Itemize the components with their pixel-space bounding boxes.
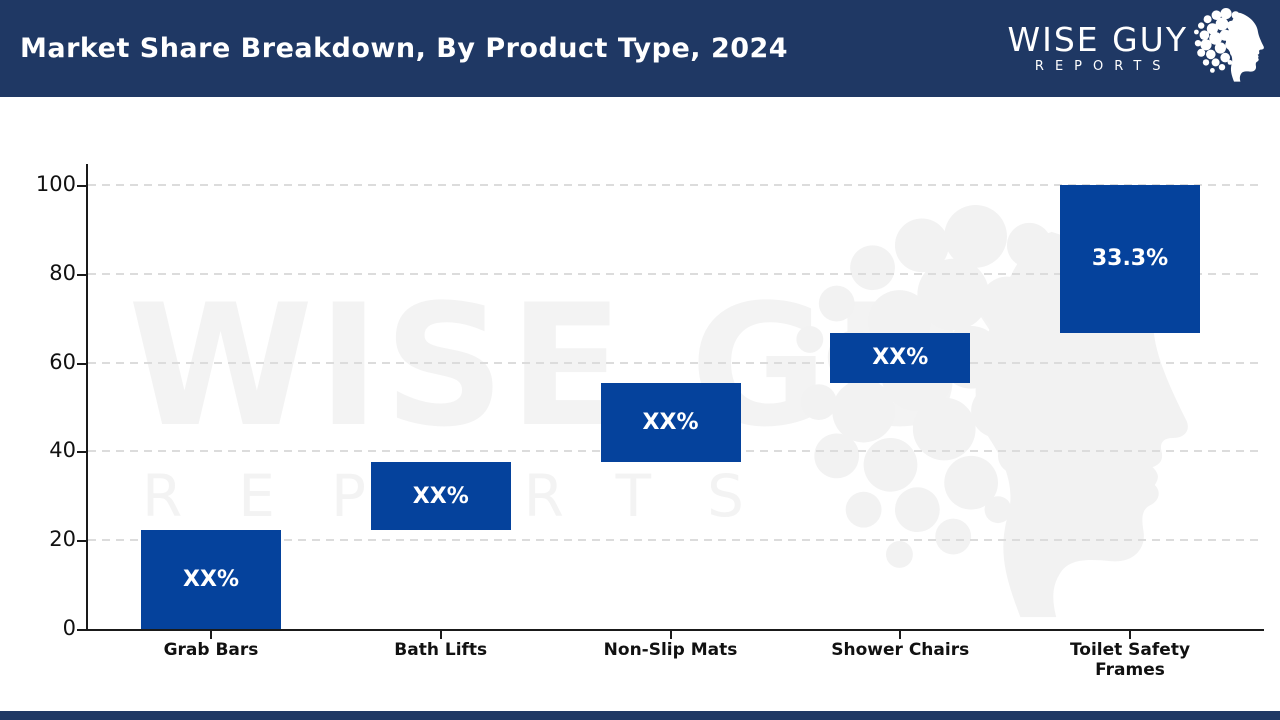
bar-value-label: XX% xyxy=(642,410,699,436)
y-axis xyxy=(86,164,88,631)
x-category-label-bath-lifts: Bath Lifts xyxy=(394,640,488,660)
header-bar: Market Share Breakdown, By Product Type,… xyxy=(0,0,1280,97)
wise-guy-logo: WISE GUY REPORTS xyxy=(1007,6,1270,90)
bar-value-label: 33.3% xyxy=(1091,246,1169,272)
x-category-label-non-slip-mats: Non-Slip Mats xyxy=(603,640,738,660)
bar-shower-chairs: XX% xyxy=(830,332,971,384)
y-tick-mark-0 xyxy=(77,629,86,631)
gridline-100 xyxy=(88,184,1262,186)
y-tick-label-0: 0 xyxy=(62,616,76,640)
y-tick-mark-60 xyxy=(77,362,86,365)
y-tick-label-60: 60 xyxy=(49,349,76,374)
bar-value-label: XX% xyxy=(183,567,239,593)
logo-wordmark-line2: REPORTS xyxy=(1034,59,1172,75)
y-tick-mark-100 xyxy=(77,185,86,187)
x-category-label-shower-chairs: Shower Chairs xyxy=(831,640,970,660)
x-tick-mark-2 xyxy=(439,631,442,639)
bar-value-label: XX% xyxy=(872,345,929,371)
gridline-20 xyxy=(88,539,1262,542)
y-tick-mark-20 xyxy=(77,540,86,543)
logo-wordmark: WISE GUY REPORTS xyxy=(1007,19,1188,75)
chart-area: WISE GUY REPORTS XX%XX%XX%XX%33.3% 02040… xyxy=(0,97,1280,711)
x-axis xyxy=(86,629,1264,631)
bar-value-label: XX% xyxy=(412,483,469,509)
x-category-label-toilet-safety-frames: Toilet Safety Frames xyxy=(1069,640,1191,681)
bar-grab-bars: XX% xyxy=(141,530,281,629)
x-tick-mark-1 xyxy=(210,631,212,639)
y-tick-label-20: 20 xyxy=(49,527,76,552)
y-tick-label-80: 80 xyxy=(49,260,76,285)
plot-area: XX% XX% XX% XX% 33.3% xyxy=(88,184,1262,629)
bar-non-slip-mats: XX% xyxy=(600,383,741,463)
x-category-label-grab-bars: Grab Bars xyxy=(163,640,259,660)
gridline-80 xyxy=(88,272,1262,275)
gridline-60 xyxy=(88,361,1262,364)
y-tick-label-40: 40 xyxy=(49,438,76,463)
footer-bar xyxy=(0,711,1280,720)
y-tick-label-100: 100 xyxy=(35,172,76,196)
page-title: Market Share Breakdown, By Product Type,… xyxy=(20,33,789,64)
x-tick-mark-3 xyxy=(669,631,672,639)
y-tick-mark-40 xyxy=(77,451,86,454)
logo-head-icon xyxy=(1194,8,1264,82)
logo-wordmark-line1: WISE GUY xyxy=(1007,19,1188,59)
bar-bath-lifts: XX% xyxy=(370,462,511,531)
bar-toilet-safety-frames: 33.3% xyxy=(1060,185,1200,333)
x-tick-mark-4 xyxy=(899,631,902,639)
x-tick-mark-5 xyxy=(1129,631,1131,639)
y-tick-mark-80 xyxy=(77,273,86,276)
